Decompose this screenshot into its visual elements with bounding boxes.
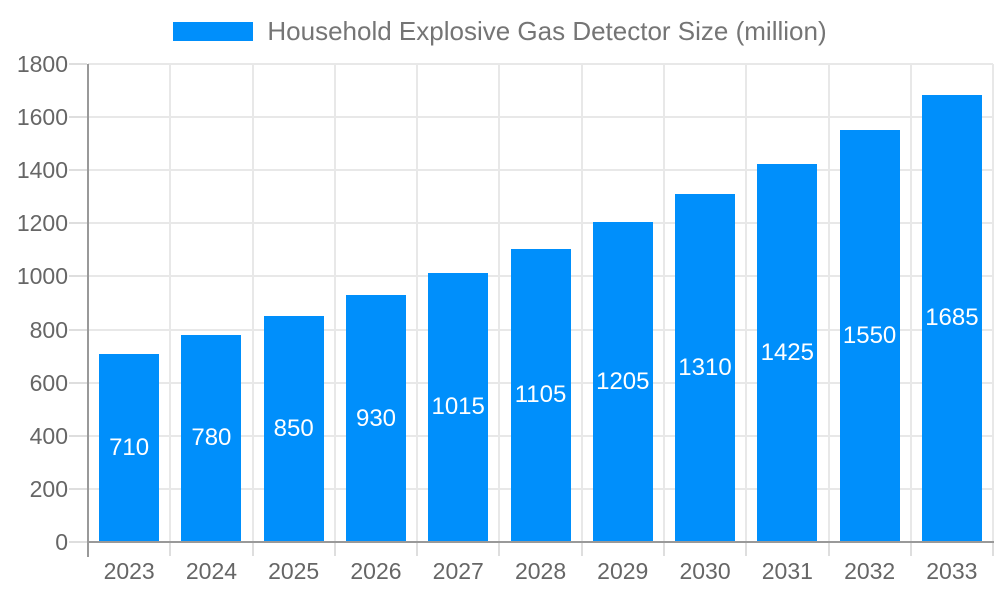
bar-2032[interactable]: 1550 <box>839 130 900 542</box>
y-axis-label: 0 <box>55 529 68 555</box>
chart-legend: Household Explosive Gas Detector Size (m… <box>0 16 1000 46</box>
bar-value-label: 1685 <box>925 304 979 332</box>
x-tick <box>992 543 994 556</box>
y-tick <box>69 487 87 490</box>
legend-label: Household Explosive Gas Detector Size (m… <box>267 16 827 46</box>
x-gridline <box>909 64 912 542</box>
x-tick <box>333 543 336 556</box>
x-axis-label: 2029 <box>597 558 649 584</box>
bar-value-label: 710 <box>109 433 150 461</box>
y-gridline <box>88 116 993 119</box>
x-axis-label: 2031 <box>761 558 813 584</box>
bar-value-label: 1105 <box>514 381 567 409</box>
bar-2028[interactable]: 1105 <box>510 248 571 542</box>
y-tick <box>69 275 87 278</box>
x-gridline <box>169 64 172 542</box>
y-tick <box>69 541 87 543</box>
bar-2030[interactable]: 1310 <box>675 194 735 542</box>
x-tick <box>498 543 501 556</box>
x-tick <box>662 543 665 556</box>
y-tick <box>69 381 87 384</box>
y-tick <box>69 434 87 437</box>
x-axis-label: 2024 <box>185 558 238 584</box>
x-gridline <box>580 64 583 542</box>
x-gridline <box>251 64 254 542</box>
bar-2029[interactable]: 1205 <box>592 222 653 542</box>
x-tick <box>580 543 583 556</box>
bar-2027[interactable]: 1015 <box>428 272 489 542</box>
bar-2024[interactable]: 780 <box>181 334 242 542</box>
bar-value-label: 1205 <box>596 368 650 395</box>
y-axis-label: 1400 <box>16 157 68 184</box>
x-axis-label: 2026 <box>350 558 402 584</box>
y-tick <box>69 222 87 225</box>
bar-value-label: 1425 <box>760 338 814 366</box>
x-gridline <box>333 64 336 542</box>
y-axis-label: 600 <box>29 369 68 396</box>
x-tick <box>745 543 748 556</box>
bar-2026[interactable]: 930 <box>346 295 406 542</box>
x-gridline <box>662 64 665 542</box>
x-axis-label: 2030 <box>679 558 731 584</box>
y-axis-label: 1600 <box>16 104 68 131</box>
y-axis-label: 1200 <box>16 210 68 237</box>
x-tick <box>169 543 172 556</box>
bar-2033[interactable]: 1685 <box>921 94 982 542</box>
y-axis-label: 1800 <box>16 51 68 77</box>
x-axis-label: 2033 <box>926 558 978 584</box>
x-axis-label: 2025 <box>268 558 320 584</box>
y-tick <box>69 116 87 119</box>
y-gridline <box>88 63 993 65</box>
y-axis-label: 200 <box>29 475 68 502</box>
x-axis-label: 2032 <box>844 558 896 584</box>
x-tick <box>909 543 912 556</box>
x-axis-label: 2028 <box>514 558 567 584</box>
x-tick <box>251 543 254 556</box>
bar-value-label: 1310 <box>678 354 732 382</box>
y-axis-line <box>87 64 89 557</box>
x-gridline <box>827 64 830 542</box>
bar-2023[interactable]: 710 <box>99 353 160 542</box>
x-axis-label: 2023 <box>103 558 155 584</box>
y-tick <box>69 169 87 172</box>
legend-swatch <box>173 21 254 41</box>
x-axis-label: 2027 <box>432 558 484 584</box>
legend-item[interactable]: Household Explosive Gas Detector Size (m… <box>173 16 827 46</box>
y-gridline <box>88 169 993 172</box>
x-tick <box>416 543 419 556</box>
y-gridline <box>88 222 993 225</box>
y-axis-label: 800 <box>29 316 68 343</box>
bar-value-label: 1550 <box>842 322 897 350</box>
bar-value-label: 850 <box>273 415 314 443</box>
y-tick <box>69 63 87 65</box>
x-gridline <box>745 64 748 542</box>
y-axis-label: 400 <box>29 422 68 449</box>
x-tick <box>827 543 830 556</box>
bar-value-label: 1015 <box>431 393 485 421</box>
bar-value-label: 930 <box>355 404 397 432</box>
bar-2025[interactable]: 850 <box>263 316 324 542</box>
x-gridline <box>992 64 994 542</box>
y-tick <box>69 328 87 331</box>
bar-value-label: 780 <box>191 424 232 452</box>
x-gridline <box>498 64 501 542</box>
x-gridline <box>416 64 419 542</box>
x-axis-line <box>87 541 994 543</box>
bar-2031[interactable]: 1425 <box>757 163 818 542</box>
y-axis-label: 1000 <box>16 263 68 290</box>
